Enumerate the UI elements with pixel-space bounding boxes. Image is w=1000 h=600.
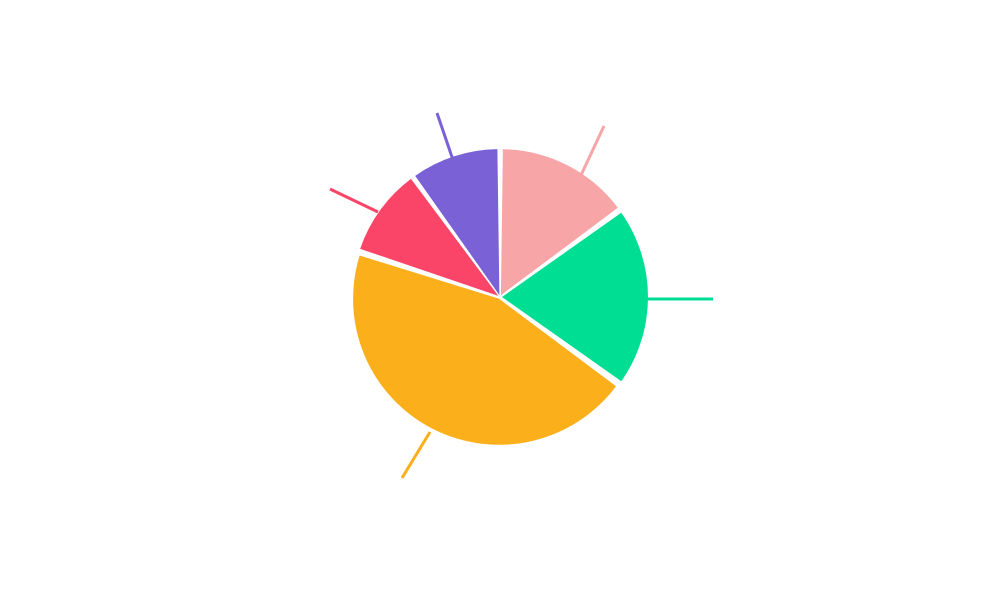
- slice-label-europe[interactable]: Europe 20%: [713, 279, 854, 321]
- pie-slice-south-america[interactable]: [415, 149, 500, 296]
- slice-label-asia-pacific[interactable]: Asia Pacific 45%: [210, 475, 392, 517]
- leader-line-south-america: [435, 112, 455, 161]
- pie-slice-asia-pacific[interactable]: [353, 255, 617, 445]
- leader-line-middle-east-africa: [329, 187, 379, 214]
- slice-label-text: South America 10%: [220, 78, 407, 102]
- slice-label-text: Asia Pacific 45%: [222, 482, 381, 506]
- pie-slices: [353, 149, 648, 445]
- pie-slice-middle-east-africa[interactable]: [360, 178, 499, 296]
- slice-label-text: Europe 20%: [725, 286, 842, 310]
- pie-slice-north-america[interactable]: [500, 149, 618, 296]
- slice-label-text: Middle East & Africa 10%: [52, 158, 291, 182]
- slice-label-south-america[interactable]: South America 10%: [208, 71, 418, 113]
- slice-label-middle-east-africa[interactable]: Middle East & Africa 10%: [40, 151, 302, 193]
- pie-slice-europe[interactable]: [502, 212, 648, 382]
- leader-lines: [329, 112, 713, 479]
- slice-label-text: North America 15%: [608, 90, 791, 114]
- slice-label-north-america[interactable]: North America 15%: [596, 83, 803, 125]
- leader-line-asia-pacific: [400, 431, 432, 479]
